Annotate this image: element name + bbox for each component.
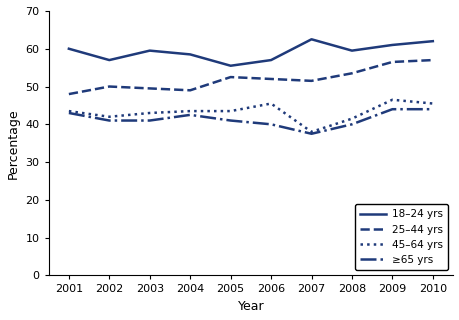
18–24 yrs: [187, 52, 192, 56]
Line: 45–64 yrs: 45–64 yrs: [69, 100, 432, 132]
45–64 yrs: [66, 109, 72, 113]
45–64 yrs: [389, 98, 394, 102]
Y-axis label: Percentage: Percentage: [7, 108, 20, 179]
≥65 yrs: [106, 119, 112, 123]
≥65 yrs: [348, 122, 354, 126]
25–44 yrs: [227, 75, 233, 79]
25–44 yrs: [389, 60, 394, 64]
Line: ≥65 yrs: ≥65 yrs: [69, 109, 432, 134]
≥65 yrs: [147, 119, 152, 123]
≥65 yrs: [187, 113, 192, 117]
≥65 yrs: [268, 122, 273, 126]
18–24 yrs: [429, 39, 435, 43]
45–64 yrs: [308, 130, 313, 134]
≥65 yrs: [66, 111, 72, 115]
45–64 yrs: [187, 109, 192, 113]
18–24 yrs: [106, 58, 112, 62]
≥65 yrs: [389, 107, 394, 111]
25–44 yrs: [147, 86, 152, 90]
25–44 yrs: [66, 92, 72, 96]
45–64 yrs: [227, 109, 233, 113]
≥65 yrs: [308, 132, 313, 136]
≥65 yrs: [227, 119, 233, 123]
25–44 yrs: [187, 88, 192, 92]
≥65 yrs: [429, 107, 435, 111]
Line: 18–24 yrs: 18–24 yrs: [69, 39, 432, 66]
18–24 yrs: [268, 58, 273, 62]
45–64 yrs: [268, 102, 273, 106]
X-axis label: Year: Year: [237, 300, 263, 313]
25–44 yrs: [308, 79, 313, 83]
45–64 yrs: [147, 111, 152, 115]
18–24 yrs: [389, 43, 394, 47]
18–24 yrs: [348, 49, 354, 52]
25–44 yrs: [429, 58, 435, 62]
45–64 yrs: [348, 117, 354, 121]
18–24 yrs: [308, 37, 313, 41]
45–64 yrs: [106, 115, 112, 119]
25–44 yrs: [348, 71, 354, 75]
45–64 yrs: [429, 102, 435, 106]
Legend: 18–24 yrs, 25–44 yrs, 45–64 yrs, ≥65 yrs: 18–24 yrs, 25–44 yrs, 45–64 yrs, ≥65 yrs: [354, 204, 447, 270]
25–44 yrs: [268, 77, 273, 81]
18–24 yrs: [66, 47, 72, 51]
18–24 yrs: [227, 64, 233, 68]
18–24 yrs: [147, 49, 152, 52]
25–44 yrs: [106, 84, 112, 88]
Line: 25–44 yrs: 25–44 yrs: [69, 60, 432, 94]
